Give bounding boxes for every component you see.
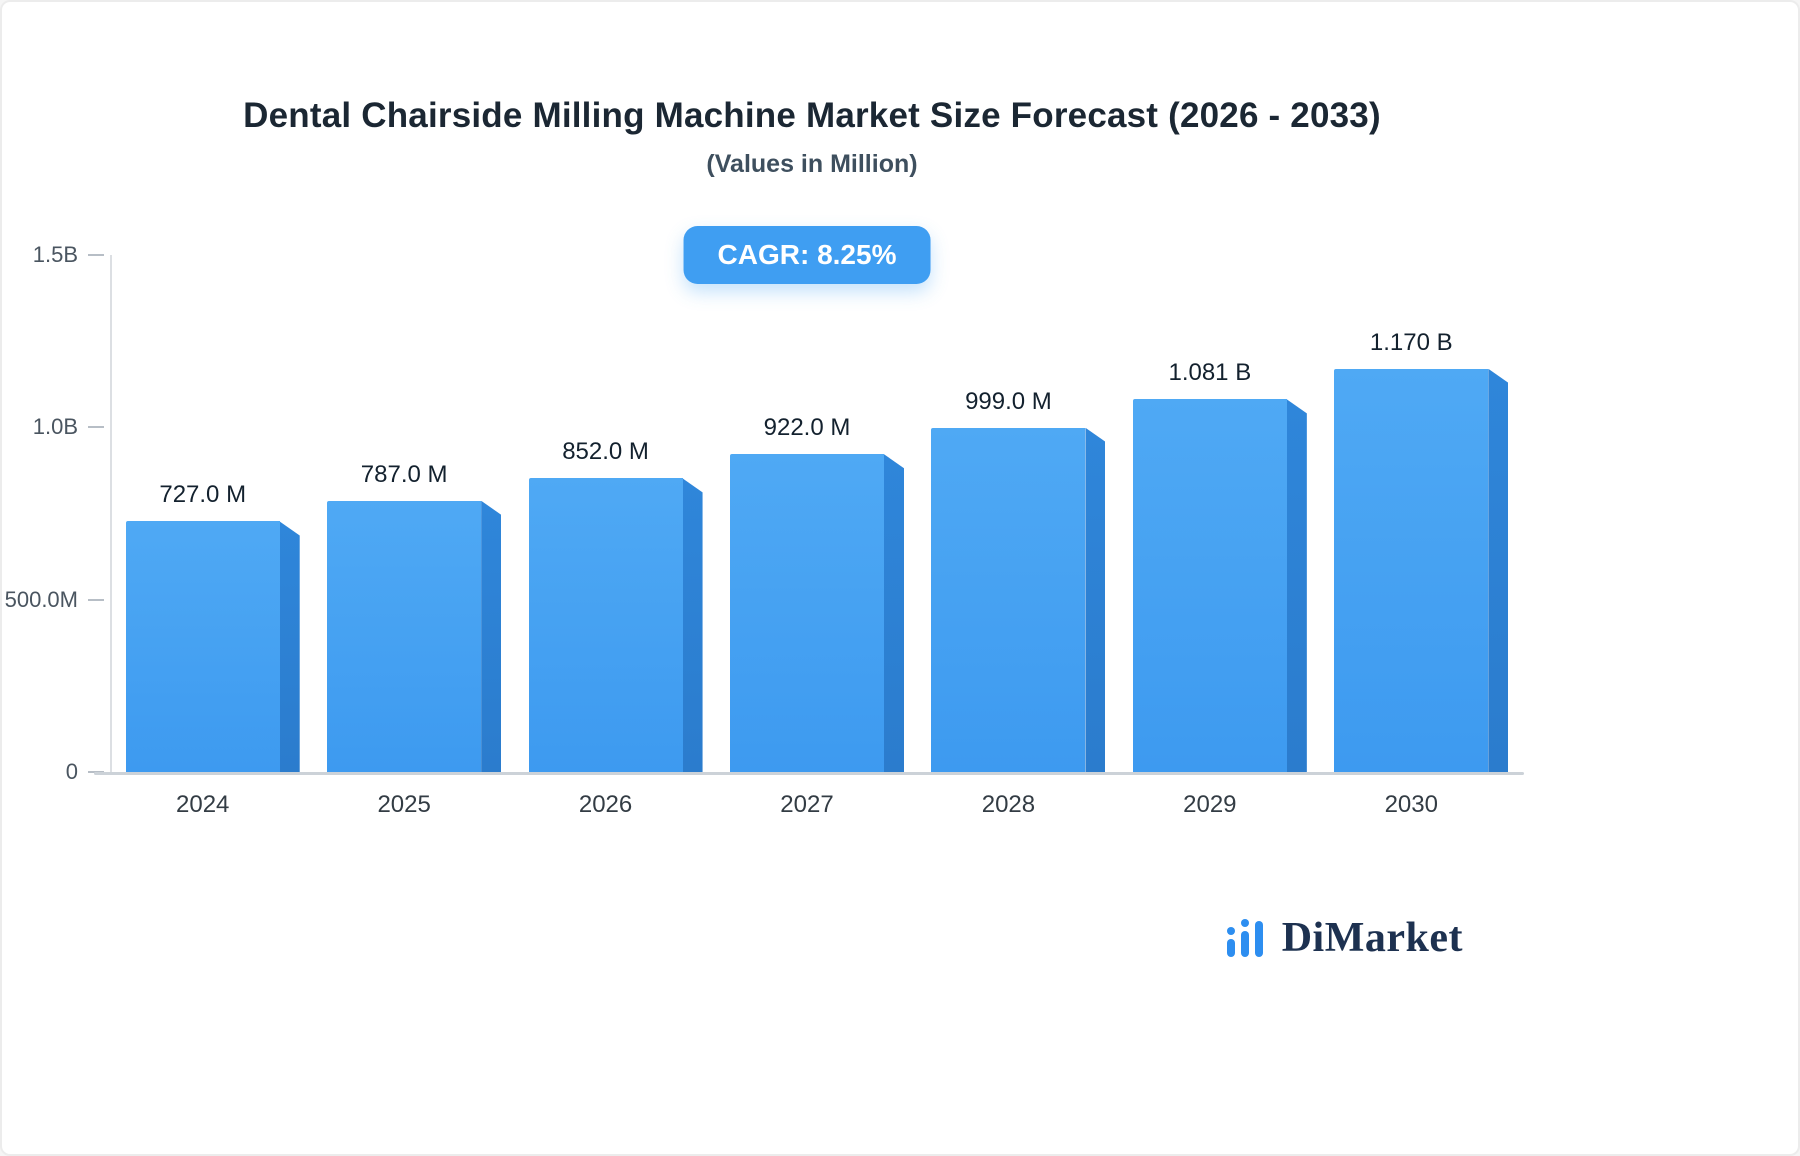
- x-axis-label: 2026: [578, 791, 633, 818]
- bar-chart-logo-icon: [1226, 919, 1263, 957]
- bar-side: [1488, 368, 1509, 772]
- bar-2025: 787.0 M 2025: [327, 461, 502, 818]
- bar-value-label: 922.0 M: [763, 414, 851, 442]
- plot-area: 0 500.0M 1.0B 1.5B 727.0 M 2024 787.0 M 2025 852…: [5, 242, 1524, 818]
- bar-2024: 727.0 M 2024: [125, 481, 300, 818]
- bar-value-label: 727.0 M: [159, 481, 247, 509]
- bar-face: [327, 500, 482, 772]
- bar-face: [528, 478, 683, 772]
- y-axis-label: 500.0M: [4, 586, 78, 612]
- bar-side: [1085, 427, 1106, 772]
- bar-side: [682, 478, 703, 772]
- y-axis-label: 0: [65, 759, 78, 784]
- x-axis-label: 2027: [780, 791, 834, 818]
- y-tick-mark: [88, 598, 104, 601]
- y-tick-mark: [88, 771, 104, 773]
- y-tick-mark: [88, 254, 104, 256]
- bar-2026: 852.0 M 2026: [528, 438, 703, 818]
- bar-value-label: 1.170 B: [1369, 328, 1453, 356]
- bar-side: [279, 521, 300, 772]
- chart-subtitle: (Values in Million): [706, 150, 918, 178]
- x-axis-label: 2025: [377, 791, 431, 818]
- bar-2030: 1.170 B 2030: [1334, 329, 1509, 818]
- bar-value-label: 999.0 M: [965, 387, 1052, 415]
- bar-value-label: 852.0 M: [562, 438, 649, 466]
- bar-side: [481, 500, 502, 772]
- bar-value-label: 1.081 B: [1168, 359, 1252, 387]
- y-tick: 1.0B: [2, 414, 112, 440]
- y-axis-label: 1.5B: [32, 242, 78, 267]
- bar-2027: 922.0 M 2027: [730, 414, 904, 818]
- x-axis-label: 2024: [176, 791, 230, 818]
- bar-2028: 999.0 M 2028: [931, 388, 1106, 818]
- bar-side: [1286, 399, 1307, 772]
- bar-face: [125, 521, 280, 772]
- y-tick-mark: [88, 426, 104, 429]
- y-tick: 0: [2, 759, 112, 785]
- bar-side: [884, 454, 904, 772]
- bar-face: [931, 427, 1086, 772]
- bar-value-label: 787.0 M: [360, 460, 448, 488]
- y-tick: 1.5B: [2, 242, 112, 268]
- brand-name: DiMarket: [1281, 915, 1463, 961]
- cagr-badge: CAGR: 8.25%: [683, 226, 931, 284]
- y-tick: 500.0M: [2, 586, 112, 613]
- brand-logo: DiMarket: [1223, 914, 1463, 962]
- chart-title: Dental Chairside Milling Machine Market …: [243, 96, 1381, 135]
- x-axis-label: 2028: [981, 791, 1036, 818]
- bar-face: [1334, 368, 1489, 772]
- bar-face: [730, 454, 884, 772]
- x-axis-label: 2029: [1183, 791, 1237, 818]
- bar-face: [1132, 399, 1287, 772]
- x-axis-label: 2030: [1384, 791, 1438, 818]
- bar-2029: 1.081 B 2029: [1132, 359, 1307, 818]
- y-axis-label: 1.0B: [32, 414, 78, 440]
